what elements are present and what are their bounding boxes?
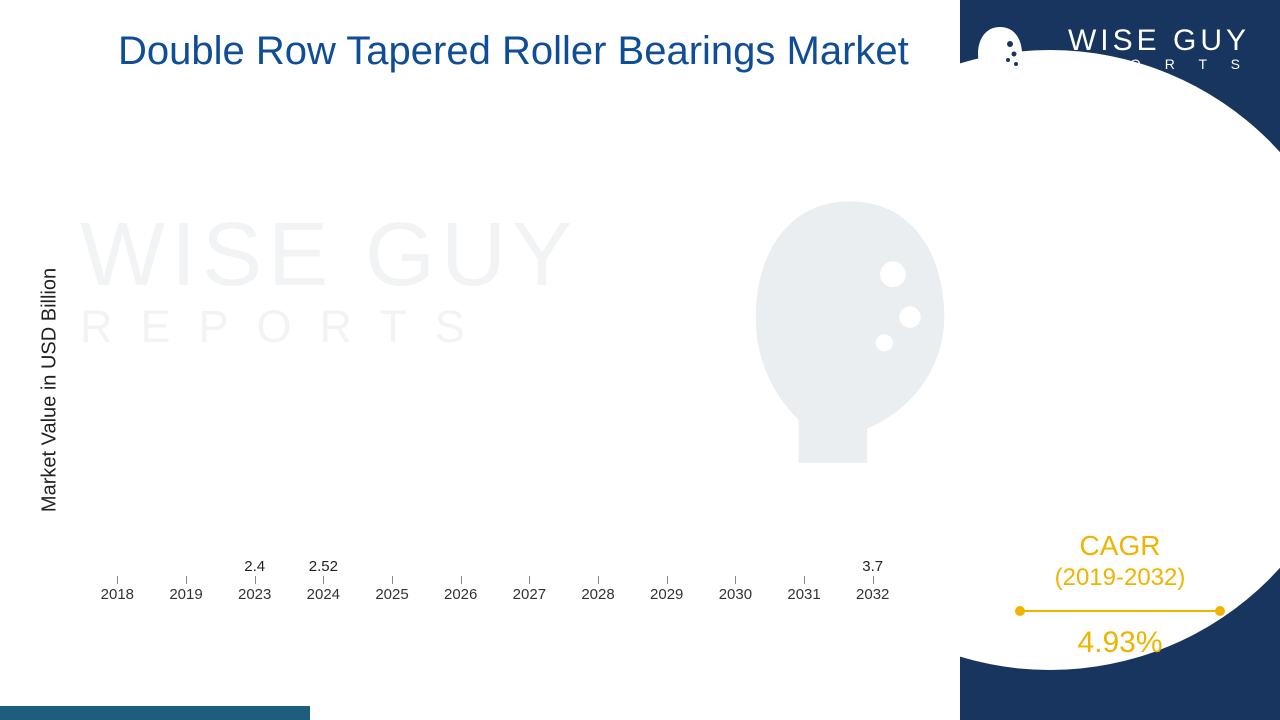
y-axis-label: Market Value in USD Billion [39,268,62,512]
x-axis: 2018 2019 2023 2024 2025 2026 2027 2028 2029 2030… [90,580,900,620]
x-tick-label: 2018 [90,580,145,620]
x-tick-label: 2025 [365,580,420,620]
bar-value-label: 2.52 [309,558,338,575]
cagr-value: 4.93% [1000,626,1240,660]
x-tick-label: 2030 [708,580,763,620]
x-tick-label: 2032 [845,580,900,620]
bar-value-label: 3.7 [862,558,883,575]
x-tick-label: 2024 [296,580,351,620]
x-tick-label: 2027 [502,580,557,620]
bar-chart: Market Value in USD Billion 2.42.523.7 2… [60,160,900,620]
x-tick-label: 2026 [433,580,488,620]
x-tick-label: 2019 [159,580,214,620]
bars-container: 2.4 2.52 3.7 [90,160,900,579]
cagr-block: CAGR (2019-2032) 4.93% [1000,530,1240,660]
x-tick-label: 2028 [571,580,626,620]
cagr-divider [1020,610,1220,612]
cagr-title: CAGR [1000,530,1240,562]
cagr-period: (2019-2032) [1000,564,1240,592]
logo-text-sub: R E P O R T S [1030,56,1250,72]
bar-value-label: 2.4 [244,558,265,575]
x-tick-label: 2031 [777,580,832,620]
footer-accent-bar [0,706,310,720]
x-tick-label: 2029 [639,580,694,620]
chart-title: Double Row Tapered Roller Bearings Marke… [118,28,909,74]
brand-logo: WISE GUY R E P O R T S [1030,24,1250,72]
plot-area: 2.4 2.52 3.7 [90,160,900,580]
x-tick-label: 2023 [227,580,282,620]
logo-head-icon [970,22,1030,92]
logo-text-main: WISE GUY [1030,24,1250,58]
